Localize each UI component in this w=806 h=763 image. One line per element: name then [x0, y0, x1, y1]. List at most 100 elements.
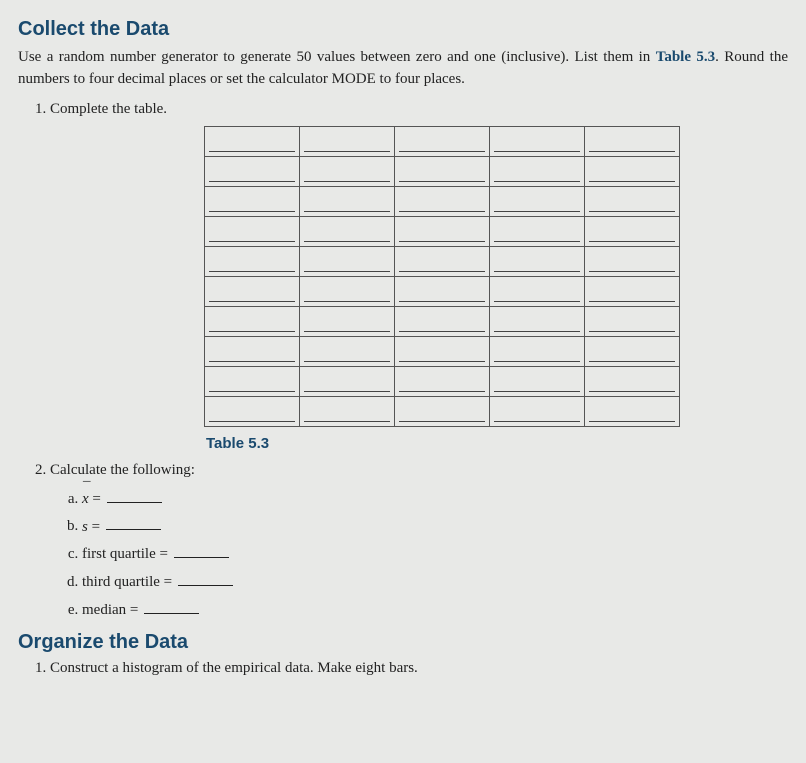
calc-list: x = s = first quartile = third quartile … — [58, 489, 788, 619]
table-cell — [395, 126, 490, 156]
cell-blank-line — [589, 241, 675, 242]
table-row — [205, 276, 680, 306]
table-cell — [490, 216, 585, 246]
table-cell — [395, 336, 490, 366]
cell-blank-line — [399, 361, 485, 362]
cell-blank-line — [304, 271, 390, 272]
table-cell — [585, 156, 680, 186]
table-cell — [205, 246, 300, 276]
table-cell — [205, 396, 300, 426]
collect-intro: Use a random number generator to generat… — [18, 47, 788, 91]
cell-blank-line — [209, 241, 295, 242]
table-cell — [585, 366, 680, 396]
table-reference: Table 5.3 — [656, 49, 715, 65]
collect-list: Complete the table. Table 5.3 Calculate … — [28, 101, 788, 619]
collect-item-2: Calculate the following: x = s = first q… — [50, 462, 788, 619]
table-cell — [300, 396, 395, 426]
cell-blank-line — [494, 301, 580, 302]
table-cell — [300, 336, 395, 366]
cell-blank-line — [589, 391, 675, 392]
table-cell — [395, 246, 490, 276]
cell-blank-line — [399, 331, 485, 332]
organize-item-1: Construct a histogram of the empirical d… — [50, 660, 788, 677]
cell-blank-line — [209, 421, 295, 422]
table-cell — [300, 246, 395, 276]
cell-blank-line — [589, 151, 675, 152]
table-row — [205, 186, 680, 216]
cell-blank-line — [399, 211, 485, 212]
cell-blank-line — [399, 301, 485, 302]
cell-blank-line — [209, 271, 295, 272]
table-cell — [585, 396, 680, 426]
blank-d — [178, 573, 233, 586]
cell-blank-line — [589, 301, 675, 302]
table-cell — [395, 306, 490, 336]
table-cell — [205, 126, 300, 156]
collect-item-1: Complete the table. Table 5.3 — [50, 101, 788, 452]
cell-blank-line — [494, 181, 580, 182]
table-cell — [300, 306, 395, 336]
calc-c: first quartile = — [82, 545, 788, 563]
cell-blank-line — [494, 271, 580, 272]
cell-blank-line — [494, 151, 580, 152]
table-cell — [490, 186, 585, 216]
cell-blank-line — [589, 211, 675, 212]
cell-blank-line — [209, 361, 295, 362]
table-wrap: Table 5.3 — [204, 126, 788, 452]
table-row — [205, 306, 680, 336]
table-cell — [585, 246, 680, 276]
cell-blank-line — [494, 391, 580, 392]
table-cell — [585, 186, 680, 216]
cell-blank-line — [304, 391, 390, 392]
cell-blank-line — [304, 151, 390, 152]
organize-heading: Organize the Data — [18, 631, 788, 654]
blank-a — [107, 490, 162, 503]
cell-blank-line — [209, 151, 295, 152]
table-cell — [395, 276, 490, 306]
cell-blank-line — [304, 331, 390, 332]
table-caption: Table 5.3 — [206, 435, 788, 452]
table-row — [205, 156, 680, 186]
calc-c-text: first quartile = — [82, 546, 172, 562]
table-cell — [490, 246, 585, 276]
cell-blank-line — [399, 241, 485, 242]
calc-e-text: median = — [82, 602, 142, 618]
table-cell — [395, 396, 490, 426]
table-cell — [205, 366, 300, 396]
table-cell — [585, 276, 680, 306]
table-cell — [585, 216, 680, 246]
table-cell — [395, 216, 490, 246]
table-cell — [395, 366, 490, 396]
cell-blank-line — [399, 181, 485, 182]
cell-blank-line — [304, 301, 390, 302]
table-row — [205, 336, 680, 366]
cell-blank-line — [304, 421, 390, 422]
blank-c — [174, 545, 229, 558]
table-cell — [585, 306, 680, 336]
table-row — [205, 366, 680, 396]
table-cell — [300, 126, 395, 156]
table-cell — [300, 276, 395, 306]
table-cell — [490, 336, 585, 366]
table-cell — [300, 216, 395, 246]
table-cell — [585, 336, 680, 366]
cell-blank-line — [494, 211, 580, 212]
collect-item-2-text: Calculate the following: — [50, 462, 195, 478]
table-cell — [490, 156, 585, 186]
table-row — [205, 216, 680, 246]
cell-blank-line — [589, 421, 675, 422]
table-cell — [205, 276, 300, 306]
cell-blank-line — [494, 241, 580, 242]
cell-blank-line — [589, 181, 675, 182]
table-cell — [490, 366, 585, 396]
cell-blank-line — [209, 391, 295, 392]
table-cell — [300, 156, 395, 186]
cell-blank-line — [589, 331, 675, 332]
calc-a: x = — [82, 489, 788, 508]
xbar-symbol: x — [82, 489, 89, 508]
table-cell — [300, 366, 395, 396]
cell-blank-line — [304, 211, 390, 212]
table-cell — [205, 216, 300, 246]
cell-blank-line — [494, 421, 580, 422]
cell-blank-line — [494, 361, 580, 362]
